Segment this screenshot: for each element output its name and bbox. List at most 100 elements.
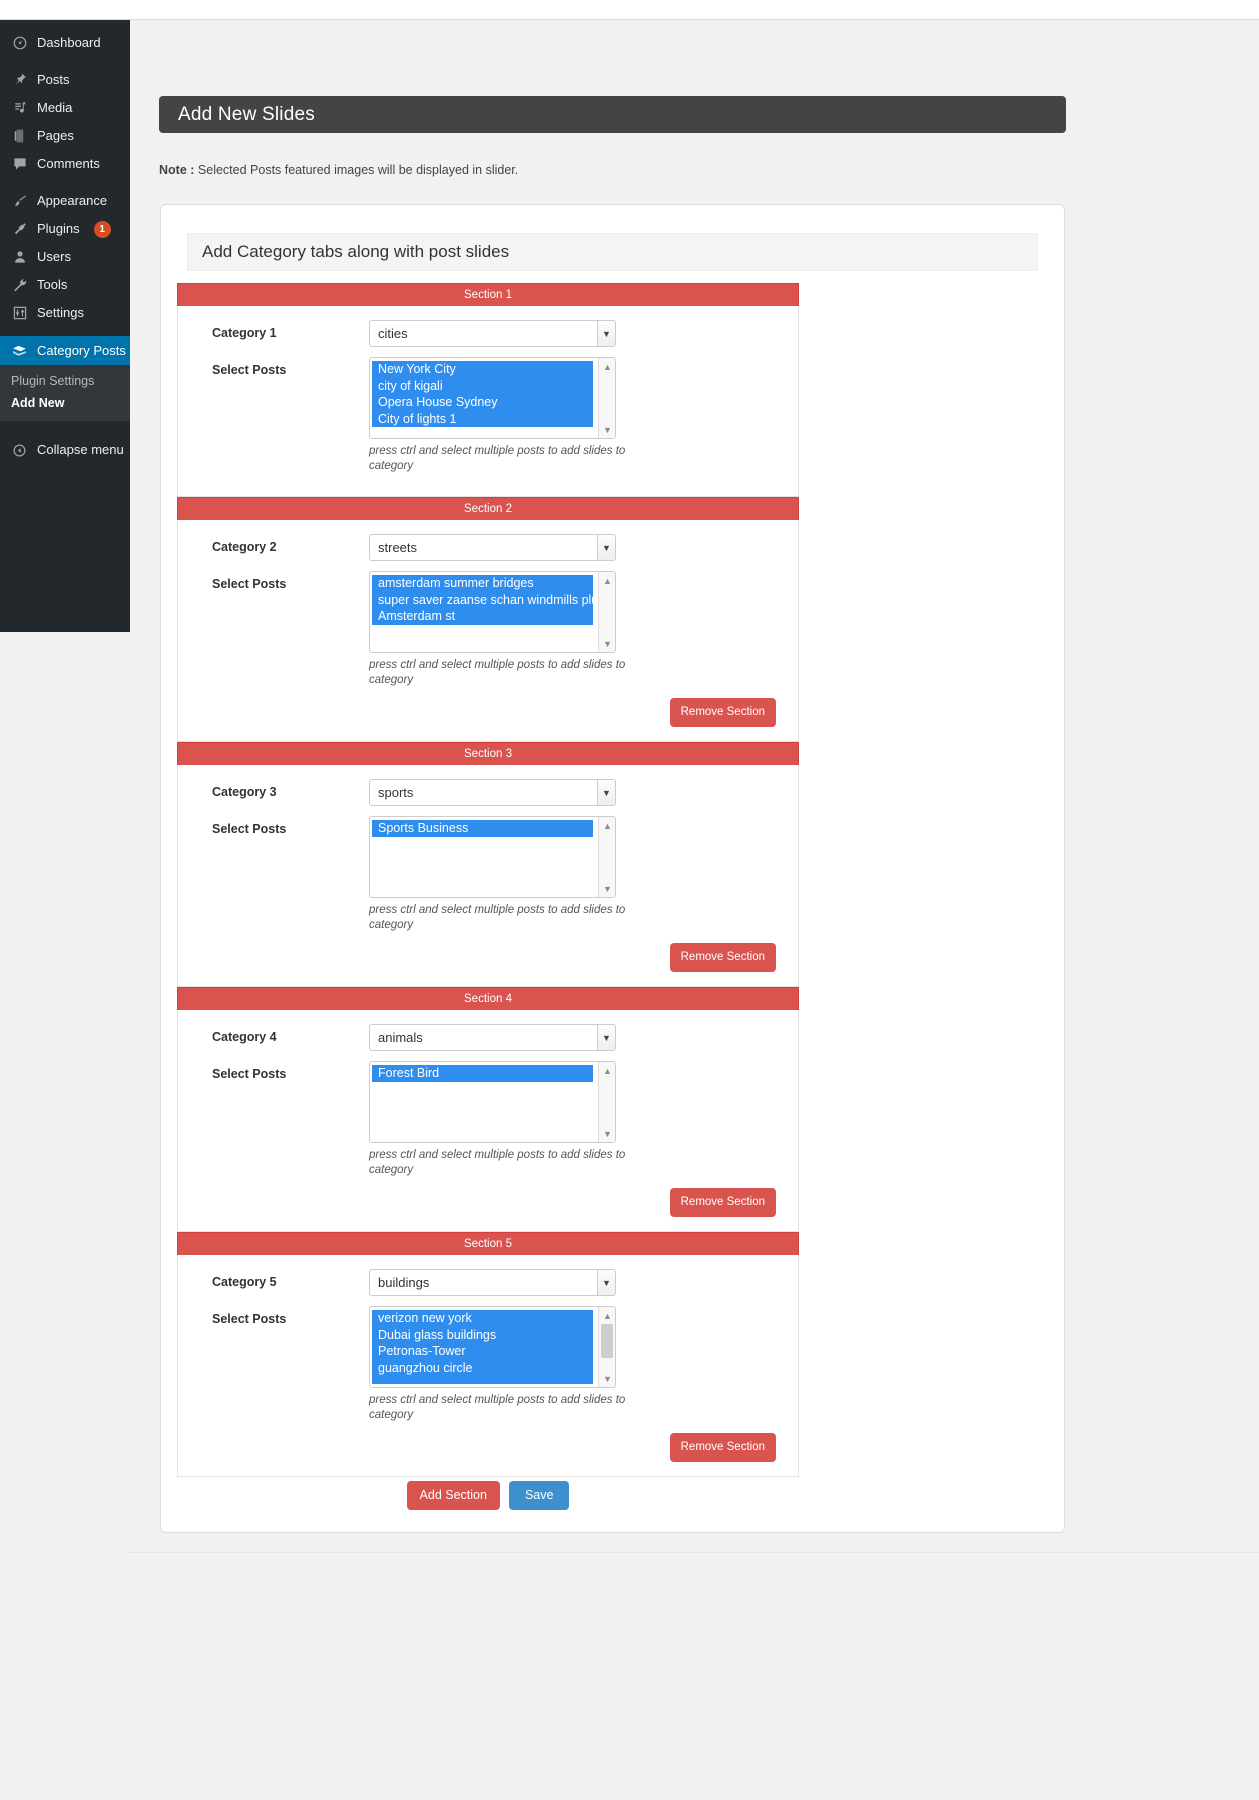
settings-icon — [11, 305, 28, 322]
panel-title: Add Category tabs along with post slides — [187, 233, 1038, 271]
user-icon — [11, 249, 28, 266]
sidebar-item-media[interactable]: Media — [0, 94, 130, 122]
listbox-scrollbar[interactable]: ▲ ▼ — [598, 817, 615, 897]
sidebar-item-category-posts-slider-pro[interactable]: Category Posts Slider Pro — [0, 336, 187, 365]
select-posts-label: Select Posts — [212, 822, 287, 836]
post-option[interactable]: New York City — [372, 361, 593, 378]
main-content: Add New Slides Note : Selected Posts fea… — [130, 20, 1259, 1800]
page-bottom-area — [130, 1552, 1259, 1800]
posts-listbox[interactable]: Sports Business ▲ ▼ — [369, 816, 616, 898]
pin-icon — [11, 72, 28, 89]
post-option[interactable]: Opera House Sydney — [372, 394, 593, 411]
listbox-scrollbar[interactable]: ▲ ▼ — [598, 1307, 615, 1387]
category-select[interactable]: streets — [369, 534, 616, 561]
post-option[interactable]: Sports Business — [372, 820, 593, 837]
collapse-menu-button[interactable]: Collapse menu — [0, 436, 130, 464]
section-block: Section 5 Category 5 buildings ▼ Select Post… — [177, 1232, 799, 1477]
dashboard-icon — [11, 35, 28, 52]
sidebar-item-label: Dashboard — [37, 35, 101, 50]
posts-listbox[interactable]: verizon new york Dubai glass buildings Pet… — [369, 1306, 616, 1388]
post-option[interactable]: guangzhou circle — [372, 1359, 593, 1376]
sidebar-item-pages[interactable]: Pages — [0, 122, 130, 150]
posts-listbox[interactable]: New York City city of kigali Opera House S… — [369, 357, 616, 439]
sidebar-item-label: Pages — [37, 128, 74, 143]
post-option[interactable]: Dubai glass buildings — [372, 1326, 593, 1343]
sidebar-item-label: Comments — [37, 156, 100, 171]
comments-icon — [11, 156, 28, 173]
section-block: Section 2 Category 2 streets ▼ Select Posts a… — [177, 497, 799, 742]
scroll-down-icon[interactable]: ▼ — [603, 1128, 612, 1139]
section-header: Section 3 — [177, 742, 799, 765]
post-option[interactable]: Forest Bird — [372, 1065, 593, 1082]
listbox-scrollbar[interactable]: ▲ ▼ — [598, 572, 615, 652]
listbox-scrollbar[interactable]: ▲ ▼ — [598, 358, 615, 438]
sidebar-item-appearance[interactable]: Appearance — [0, 187, 130, 215]
sidebar-item-label: Settings — [37, 305, 84, 320]
posts-hint: press ctrl and select multiple posts to … — [369, 659, 626, 686]
select-posts-label: Select Posts — [212, 363, 287, 377]
add-section-button[interactable]: Add Section — [406, 1481, 500, 1510]
sidebar-item-dashboard[interactable]: Dashboard — [0, 29, 130, 57]
section-block: Section 3 Category 3 sports ▼ Select Posts Sp… — [177, 742, 799, 987]
listbox-scrollbar[interactable]: ▲ ▼ — [598, 1062, 615, 1142]
sidebar-item-label: Media — [37, 100, 73, 115]
sidebar-item-settings[interactable]: Settings — [0, 299, 130, 327]
post-option[interactable]: City of lights 1 — [372, 410, 593, 427]
section-header: Section 2 — [177, 497, 799, 520]
category-select[interactable]: buildings — [369, 1269, 616, 1296]
scroll-down-icon[interactable]: ▼ — [603, 883, 612, 894]
scroll-down-icon[interactable]: ▼ — [603, 424, 612, 435]
scroll-down-icon[interactable]: ▼ — [603, 638, 612, 649]
scroll-up-icon[interactable]: ▲ — [603, 1065, 612, 1076]
remove-section-button[interactable]: Remove Section — [669, 698, 776, 727]
scrollbar-thumb[interactable] — [601, 1324, 613, 1358]
post-option-partial[interactable] — [372, 1376, 593, 1384]
remove-section-button[interactable]: Remove Section — [669, 1188, 776, 1217]
top-bar — [0, 0, 1259, 20]
section-block: Section 1 Category 1 cities ▼ Select Posts Ne… — [177, 283, 799, 497]
scroll-up-icon[interactable]: ▲ — [603, 361, 612, 372]
sidebar-subitem-plugin-settings[interactable]: Plugin Settings — [11, 374, 95, 388]
save-button[interactable]: Save — [508, 1481, 570, 1510]
slider-icon — [11, 342, 28, 359]
remove-section-row: Remove Section — [189, 698, 787, 729]
category-select[interactable]: animals — [369, 1024, 616, 1051]
wrench-icon — [11, 277, 28, 294]
scroll-up-icon[interactable]: ▲ — [603, 575, 612, 586]
category-label: Category 4 — [212, 1030, 277, 1044]
sidebar-item-comments[interactable]: Comments — [0, 150, 130, 178]
scroll-up-icon[interactable]: ▲ — [603, 820, 612, 831]
post-option[interactable]: verizon new york — [372, 1310, 593, 1327]
posts-listbox[interactable]: amsterdam summer bridges super saver zaan… — [369, 571, 616, 653]
scroll-down-icon[interactable]: ▼ — [603, 1373, 612, 1384]
post-option[interactable]: city of kigali — [372, 377, 593, 394]
select-posts-label: Select Posts — [212, 1312, 287, 1326]
category-select[interactable]: cities — [369, 320, 616, 347]
post-option[interactable]: super saver zaanse schan windmills plus — [372, 591, 593, 608]
collapse-menu-label: Collapse menu — [37, 442, 124, 457]
posts-listbox[interactable]: Forest Bird ▲ ▼ — [369, 1061, 616, 1143]
remove-section-button[interactable]: Remove Section — [669, 1433, 776, 1462]
settings-panel: Add Category tabs along with post slides… — [160, 204, 1065, 1533]
section-body: Category 5 buildings ▼ Select Posts verizon … — [177, 1255, 799, 1477]
scroll-up-icon[interactable]: ▲ — [603, 1310, 612, 1321]
sidebar-item-label: Appearance — [37, 193, 108, 208]
note-text: Note : Selected Posts featured images wi… — [159, 163, 518, 177]
posts-hint: press ctrl and select multiple posts to … — [369, 1149, 626, 1176]
sidebar-item-tools[interactable]: Tools — [0, 271, 130, 299]
category-select[interactable]: sports — [369, 779, 616, 806]
posts-listbox-options: Sports Business — [370, 820, 615, 837]
remove-section-button[interactable]: Remove Section — [669, 943, 776, 972]
sidebar-submenu: Plugin Settings Add New — [0, 365, 130, 421]
sidebar-subitem-add-new[interactable]: Add New — [11, 396, 65, 410]
media-icon — [11, 100, 28, 117]
section-body: Category 1 cities ▼ Select Posts New York Ci… — [177, 306, 799, 497]
post-option[interactable]: Petronas-Tower — [372, 1343, 593, 1360]
sidebar-item-users[interactable]: Users — [0, 243, 130, 271]
sidebar-item-posts[interactable]: Posts — [0, 66, 130, 94]
category-label: Category 3 — [212, 785, 277, 799]
section-body: Category 3 sports ▼ Select Posts Sports Busi… — [177, 765, 799, 987]
post-option[interactable]: amsterdam summer bridges — [372, 575, 593, 592]
sidebar-item-plugins[interactable]: Plugins 1 — [0, 215, 130, 243]
post-option[interactable]: Amsterdam st — [372, 608, 593, 625]
